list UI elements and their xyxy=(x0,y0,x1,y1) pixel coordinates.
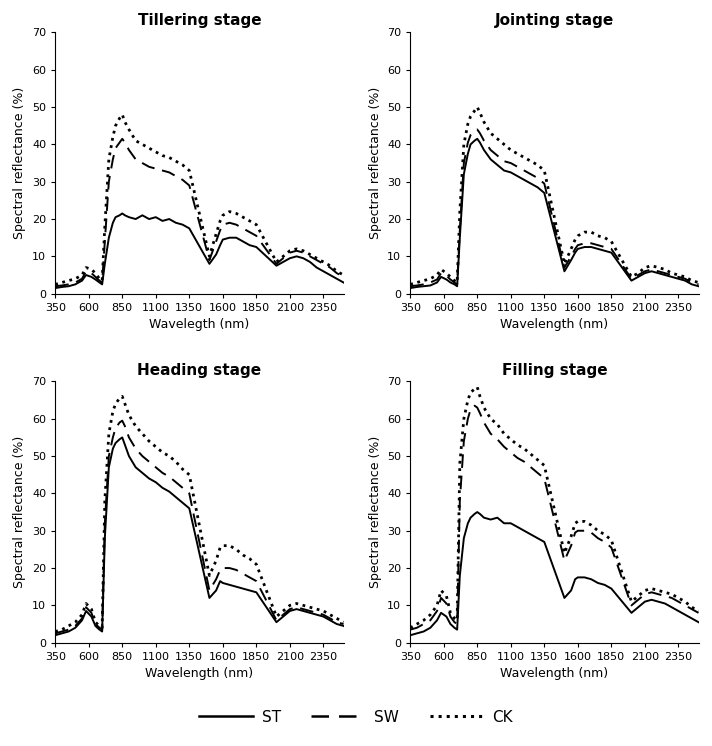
Y-axis label: Spectral reflectance (%): Spectral reflectance (%) xyxy=(14,87,26,239)
X-axis label: Wavelength (nm): Wavelength (nm) xyxy=(145,667,253,680)
Y-axis label: Spectral reflectance (%): Spectral reflectance (%) xyxy=(14,436,26,588)
Legend: ST, SW, CK: ST, SW, CK xyxy=(193,703,519,731)
Y-axis label: Spectral reflectance (%): Spectral reflectance (%) xyxy=(369,436,382,588)
X-axis label: Wavelength (nm): Wavelength (nm) xyxy=(501,319,609,331)
Title: Jointing stage: Jointing stage xyxy=(495,13,614,28)
Title: Heading stage: Heading stage xyxy=(137,363,261,377)
X-axis label: Wavelegth (nm): Wavelegth (nm) xyxy=(150,319,249,331)
Y-axis label: Spectral reflectance (%): Spectral reflectance (%) xyxy=(369,87,382,239)
Title: Tillering stage: Tillering stage xyxy=(137,13,261,28)
X-axis label: Wavelength (nm): Wavelength (nm) xyxy=(501,667,609,680)
Title: Filling stage: Filling stage xyxy=(501,363,607,377)
